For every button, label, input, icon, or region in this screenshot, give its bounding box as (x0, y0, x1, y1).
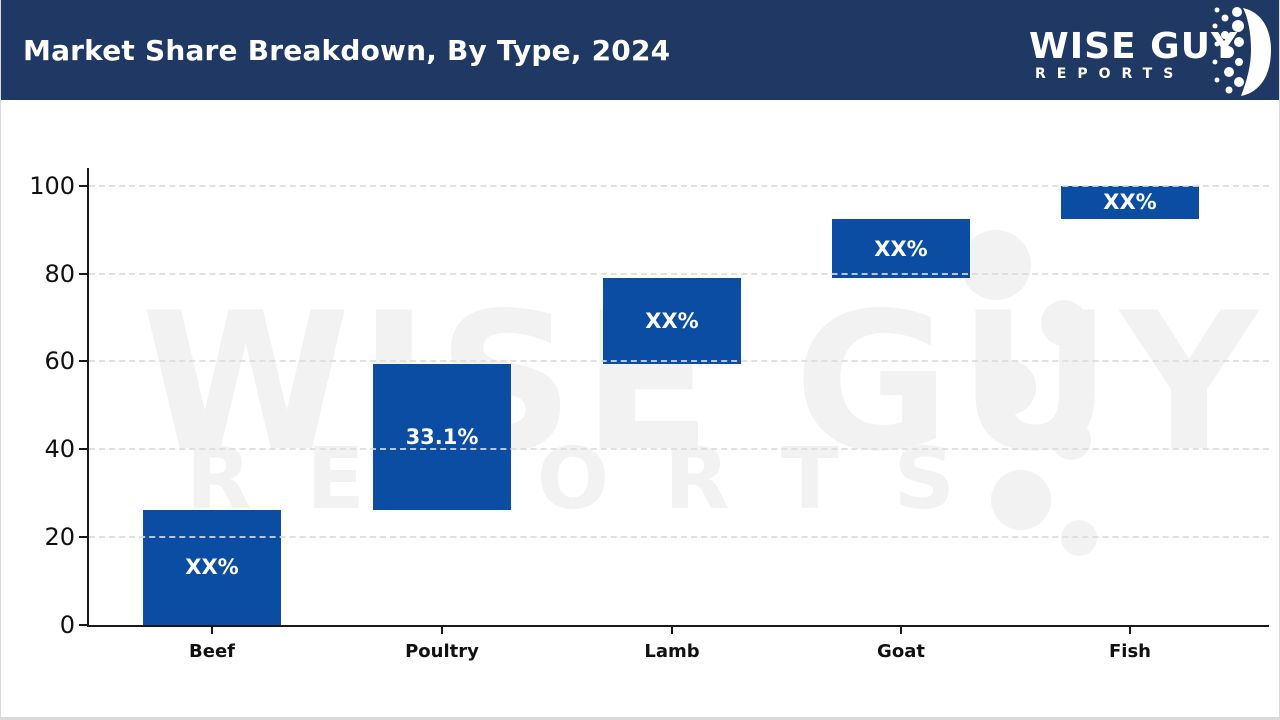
x-axis-line (87, 625, 1269, 627)
waterfall-bar-poultry (373, 364, 511, 510)
y-tick (79, 360, 87, 363)
y-tick (79, 536, 87, 539)
header-bar: Market Share Breakdown, By Type, 2024 WI… (1, 0, 1279, 100)
y-tick (79, 184, 87, 187)
gridline-40 (89, 448, 1269, 451)
bar-value-label: XX% (1103, 190, 1157, 215)
y-tick-label-60: 60 (44, 347, 75, 376)
x-tick (211, 625, 213, 634)
logo-wordmark: WISE GUY (1029, 26, 1239, 67)
gridline-100 (89, 184, 1269, 187)
x-tick-label-fish: Fish (1109, 641, 1151, 662)
plot-area: XX% Beef 33.1% Poultry XX% Lamb XX% Goat XX% Fish… (1, 100, 1279, 717)
logo-head-icon (1212, 7, 1271, 96)
y-axis-line (87, 168, 89, 627)
x-tick (900, 625, 902, 634)
x-tick (671, 625, 673, 634)
x-tick-label-poultry: Poultry (405, 641, 479, 662)
y-tick (79, 272, 87, 275)
x-tick (441, 625, 443, 634)
bar-value-label: XX% (874, 236, 928, 261)
waterfall-bar-goat (832, 219, 970, 279)
waterfall-bar-lamb (603, 278, 741, 365)
bar-value-label: XX% (185, 555, 239, 580)
y-tick-label-20: 20 (44, 523, 75, 552)
y-tick (79, 448, 87, 451)
y-tick-label-0: 0 (59, 611, 75, 639)
wise-guy-logo: WISE GUY REPORTS (1021, 0, 1271, 100)
y-tick-label-100: 100 (29, 171, 75, 200)
x-tick-label-lamb: Lamb (644, 641, 700, 662)
bar-value-label: XX% (645, 309, 699, 334)
logo-subtitle: REPORTS (1035, 66, 1185, 82)
y-tick-label-40: 40 (44, 435, 75, 464)
y-tick-label-80: 80 (44, 259, 75, 288)
page-title: Market Share Breakdown, By Type, 2024 (23, 33, 671, 67)
x-tick-label-beef: Beef (189, 641, 235, 662)
waterfall-bar-beef (143, 509, 281, 625)
gridline-80 (89, 272, 1269, 275)
gridline-60 (89, 360, 1269, 363)
x-tick-label-goat: Goat (877, 641, 925, 662)
y-tick (79, 624, 87, 626)
bar-value-label: 33.1% (405, 425, 479, 450)
gridline-20 (89, 536, 1269, 539)
waterfall-bar-fish (1061, 185, 1199, 220)
x-tick (1129, 625, 1131, 634)
